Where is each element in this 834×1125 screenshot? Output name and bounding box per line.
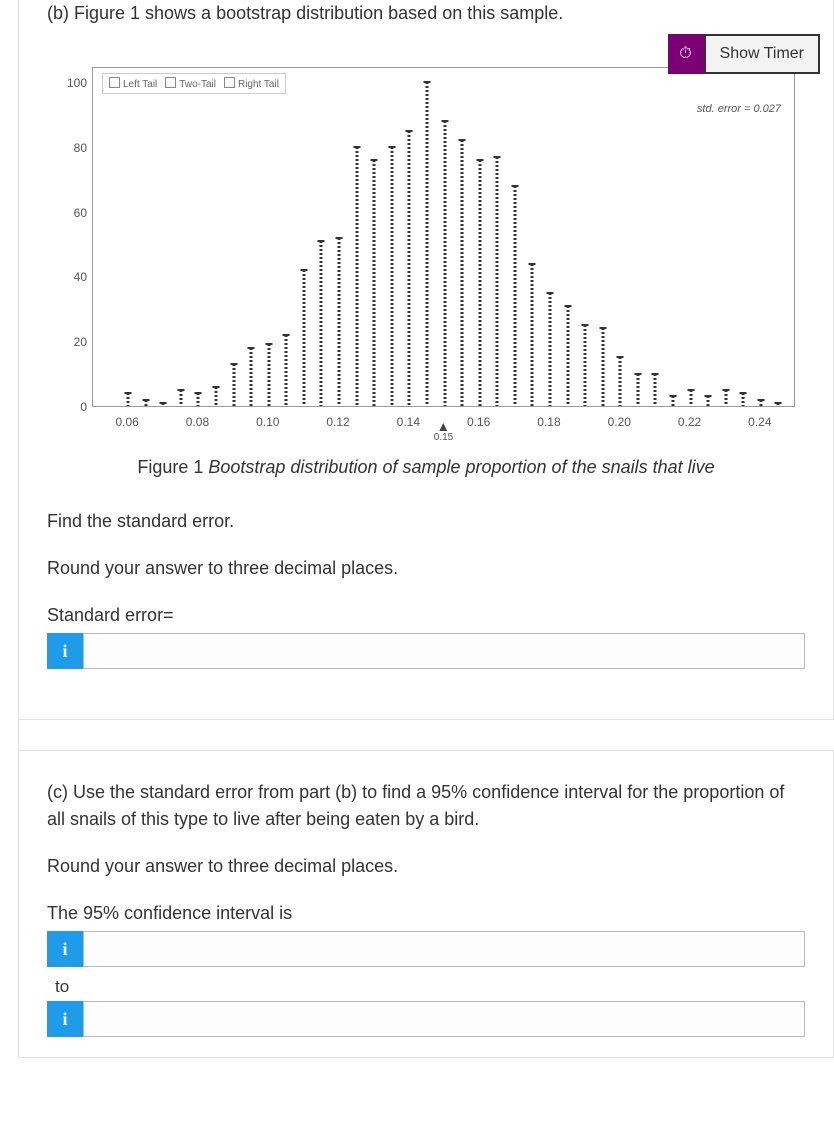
info-icon[interactable]: i [47, 931, 83, 967]
histogram-bar [601, 328, 604, 406]
part-b-section: (b) Figure 1 shows a bootstrap distribut… [19, 0, 834, 720]
histogram-bar [162, 403, 165, 406]
histogram-bar [302, 270, 305, 406]
ci-upper-input-row: i [47, 1001, 805, 1037]
y-tick-label: 60 [47, 206, 87, 220]
histogram-bar [425, 82, 428, 406]
histogram-bar [724, 390, 727, 406]
histogram-bar [320, 241, 323, 406]
ci-label: The 95% confidence interval is [47, 900, 805, 927]
figure-number: Figure 1 [137, 457, 208, 477]
standard-error-input[interactable] [83, 633, 805, 669]
histogram-bar [355, 147, 358, 406]
x-tick-label: 0.06 [115, 415, 138, 429]
histogram-bar [671, 396, 674, 406]
histogram-bar [179, 390, 182, 406]
histogram-bar [759, 400, 762, 406]
histogram-bar [197, 393, 200, 406]
figure-desc: Bootstrap distribution of sample proport… [208, 457, 714, 477]
histogram-bar [496, 157, 499, 406]
x-tick-label: 0.16 [467, 415, 490, 429]
y-tick-label: 20 [47, 335, 87, 349]
histogram-bar [707, 396, 710, 406]
round-instruction-c: Round your answer to three decimal place… [47, 853, 805, 880]
x-tick-label: 0.08 [186, 415, 209, 429]
histogram-bar [619, 357, 622, 406]
part-c-section: (c) Use the standard error from part (b)… [19, 750, 834, 1058]
part-c-intro: (c) Use the standard error from part (b)… [47, 779, 805, 833]
histogram-bar [742, 393, 745, 406]
histogram-bar [584, 325, 587, 406]
ci-lower-input[interactable] [83, 931, 805, 967]
info-icon[interactable]: i [47, 1001, 83, 1037]
ci-upper-input[interactable] [83, 1001, 805, 1037]
round-instruction-b: Round your answer to three decimal place… [47, 555, 805, 582]
histogram-bar [232, 364, 235, 406]
x-tick-label: 0.12 [326, 415, 349, 429]
histogram-bar [373, 160, 376, 406]
x-tick-label: 0.14 [397, 415, 420, 429]
ci-lower-input-row: i [47, 931, 805, 967]
histogram-bar [531, 264, 534, 406]
x-tick-label: 0.18 [537, 415, 560, 429]
y-tick-label: 0 [47, 400, 87, 414]
ci-to-label: to [55, 977, 805, 997]
show-timer-button[interactable]: Show Timer [704, 34, 820, 74]
y-tick-label: 80 [47, 141, 87, 155]
y-tick-label: 100 [47, 76, 87, 90]
histogram-bar [250, 348, 253, 406]
histogram-bar [285, 335, 288, 406]
x-tick-label: 0.24 [748, 415, 771, 429]
histogram-bar [513, 186, 516, 406]
histogram-bar [215, 387, 218, 406]
histogram-bar [461, 140, 464, 406]
histogram-bar [443, 121, 446, 406]
histogram-bar [689, 390, 692, 406]
x-tick-label: 0.22 [678, 415, 701, 429]
figure-caption: Figure 1 Bootstrap distribution of sampl… [47, 457, 805, 478]
histogram-bar [127, 393, 130, 406]
timer-icon: ⏱ [668, 34, 704, 74]
x-tick-label: 0.10 [256, 415, 279, 429]
find-se-prompt: Find the standard error. [47, 508, 805, 535]
histogram-bar [390, 147, 393, 406]
histogram-bar [144, 400, 147, 406]
histogram-bar [478, 160, 481, 406]
histogram-bar [654, 374, 657, 406]
histogram-bar [566, 306, 569, 406]
histogram-bar [338, 238, 341, 406]
info-icon[interactable]: i [47, 633, 83, 669]
histogram-bar [777, 403, 780, 406]
histogram-bar [267, 344, 270, 406]
y-tick-label: 40 [47, 270, 87, 284]
show-timer-control[interactable]: ⏱ Show Timer [668, 34, 820, 74]
bootstrap-chart: Left Tail Two-Tail Right Tail std. error… [47, 47, 805, 447]
histogram-bar [408, 131, 411, 406]
se-label: Standard error= [47, 602, 805, 629]
histogram-bar [548, 293, 551, 406]
part-b-intro: (b) Figure 1 shows a bootstrap distribut… [47, 0, 805, 27]
center-marker: 0.15 [434, 423, 453, 443]
histogram-bar [636, 374, 639, 406]
standard-error-input-row: i [47, 633, 805, 669]
x-tick-label: 0.20 [608, 415, 631, 429]
